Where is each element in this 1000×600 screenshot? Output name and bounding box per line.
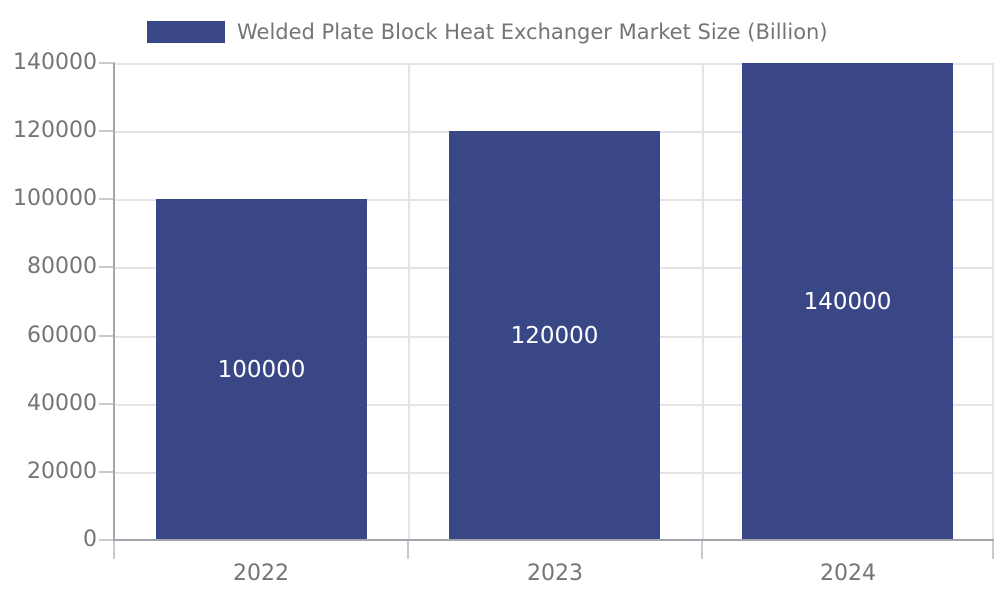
x-axis-line bbox=[113, 539, 994, 541]
gridline-v-1 bbox=[408, 63, 411, 540]
y-tick-0 bbox=[99, 539, 115, 541]
bar-2024: 140000 bbox=[742, 63, 953, 540]
y-tick-40000 bbox=[99, 403, 115, 405]
x-tick-1 bbox=[407, 541, 409, 559]
y-tick-label: 120000 bbox=[13, 118, 97, 143]
y-tick-label: 100000 bbox=[13, 186, 97, 211]
bar-2023: 120000 bbox=[449, 131, 660, 540]
x-tick-2 bbox=[701, 541, 703, 559]
gridline-v-3 bbox=[992, 63, 994, 540]
y-tick-100000 bbox=[99, 198, 115, 200]
y-tick-label: 80000 bbox=[27, 254, 97, 279]
bar-value-label: 120000 bbox=[510, 322, 599, 349]
x-tick-label-2023: 2023 bbox=[527, 561, 583, 586]
y-tick-120000 bbox=[99, 130, 115, 132]
gridline-v-2 bbox=[701, 63, 704, 540]
x-tick-label-2022: 2022 bbox=[233, 561, 289, 586]
bar-2022: 100000 bbox=[156, 199, 367, 540]
y-tick-140000 bbox=[99, 62, 115, 64]
y-tick-label: 60000 bbox=[27, 323, 97, 348]
y-tick-20000 bbox=[99, 471, 115, 473]
x-tick-left bbox=[113, 541, 115, 559]
gridline-h-140000 bbox=[115, 63, 994, 65]
y-tick-label: 140000 bbox=[13, 50, 97, 75]
y-tick-label: 40000 bbox=[27, 391, 97, 416]
bar-value-label: 140000 bbox=[803, 288, 892, 315]
y-tick-label: 20000 bbox=[27, 459, 97, 484]
plot-area: 100000 120000 140000 bbox=[115, 63, 994, 540]
y-tick-60000 bbox=[99, 335, 115, 337]
x-tick-label-2024: 2024 bbox=[820, 561, 876, 586]
legend-swatch bbox=[147, 21, 225, 43]
y-tick-label: 0 bbox=[83, 527, 97, 552]
bar-value-label: 100000 bbox=[217, 356, 306, 383]
legend-label: Welded Plate Block Heat Exchanger Market… bbox=[237, 20, 828, 44]
y-tick-80000 bbox=[99, 266, 115, 268]
x-tick-right bbox=[992, 541, 994, 559]
y-axis-line bbox=[113, 63, 115, 540]
